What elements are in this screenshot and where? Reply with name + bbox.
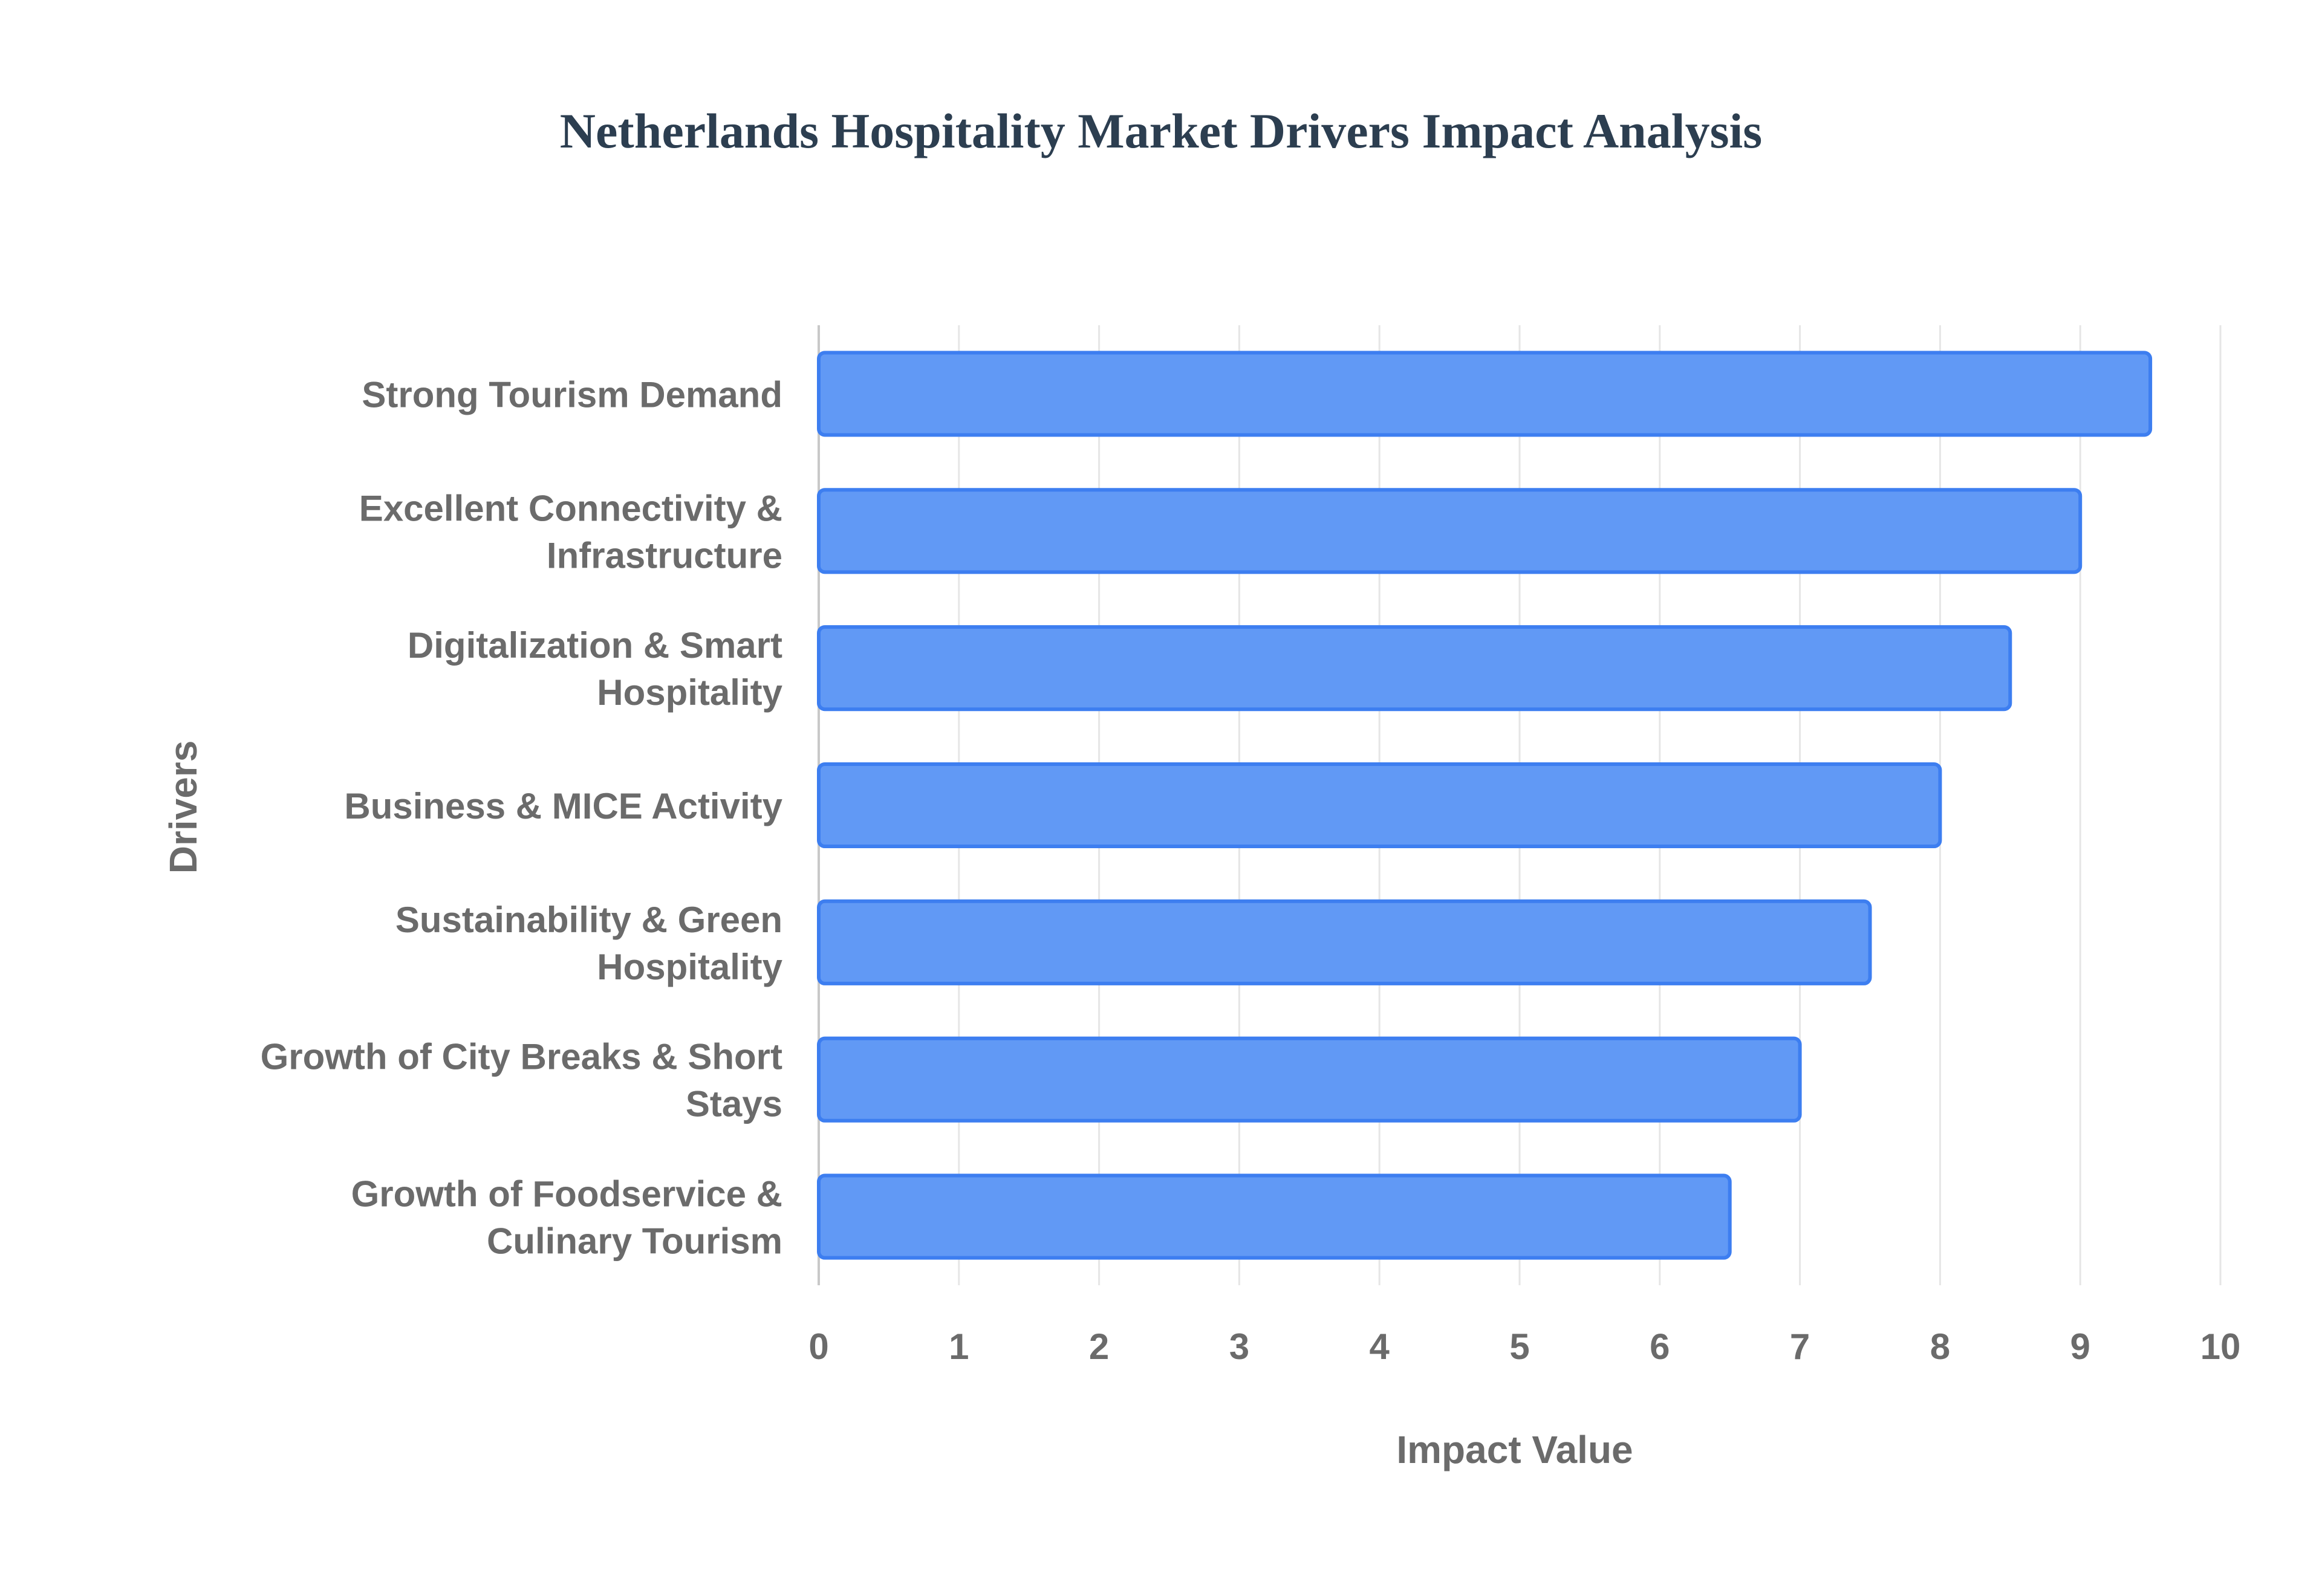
x-tick-label: 6 bbox=[1650, 1326, 1670, 1367]
bar bbox=[817, 762, 1942, 849]
category-label: Sustainability & Green Hospitality bbox=[395, 900, 783, 987]
category-label: Digitalization & Smart Hospitality bbox=[408, 625, 783, 713]
x-tick-label: 5 bbox=[1509, 1326, 1529, 1367]
bar bbox=[817, 1173, 1732, 1260]
x-tick-label: 3 bbox=[1229, 1326, 1249, 1367]
x-tick-label: 4 bbox=[1370, 1326, 1390, 1367]
x-tick-label: 10 bbox=[2200, 1326, 2241, 1367]
x-tick-label: 2 bbox=[1089, 1326, 1109, 1367]
x-tick-label: 9 bbox=[2070, 1326, 2090, 1367]
x-tick-labels: 0 1 2 3 4 5 6 7 8 9 10 bbox=[808, 1326, 2240, 1367]
bar bbox=[817, 351, 2153, 437]
x-tick-label: 7 bbox=[1790, 1326, 1810, 1367]
chart-title: Netherlands Hospitality Market Drivers I… bbox=[559, 103, 1763, 158]
bar bbox=[817, 1036, 1802, 1123]
bars bbox=[817, 351, 2153, 1260]
x-tick-label: 0 bbox=[808, 1326, 828, 1367]
bar bbox=[817, 625, 2012, 712]
category-label: Strong Tourism Demand bbox=[362, 374, 782, 415]
category-label: Business & MICE Activity bbox=[344, 786, 782, 826]
y-axis-title: Drivers bbox=[161, 741, 205, 874]
bar bbox=[817, 899, 1872, 985]
x-axis-title: Impact Value bbox=[1396, 1428, 1633, 1471]
x-tick-label: 1 bbox=[949, 1326, 969, 1367]
bar bbox=[817, 488, 2083, 574]
x-tick-label: 8 bbox=[1930, 1326, 1950, 1367]
category-labels: Strong Tourism Demand Excellent Connectiv… bbox=[261, 374, 783, 1261]
category-label: Excellent Connectivity & Infrastructure bbox=[359, 488, 782, 576]
category-label: Growth of City Breaks & Short Stays bbox=[261, 1037, 782, 1124]
category-label: Growth of Foodservice & Culinary Tourism bbox=[351, 1174, 782, 1262]
